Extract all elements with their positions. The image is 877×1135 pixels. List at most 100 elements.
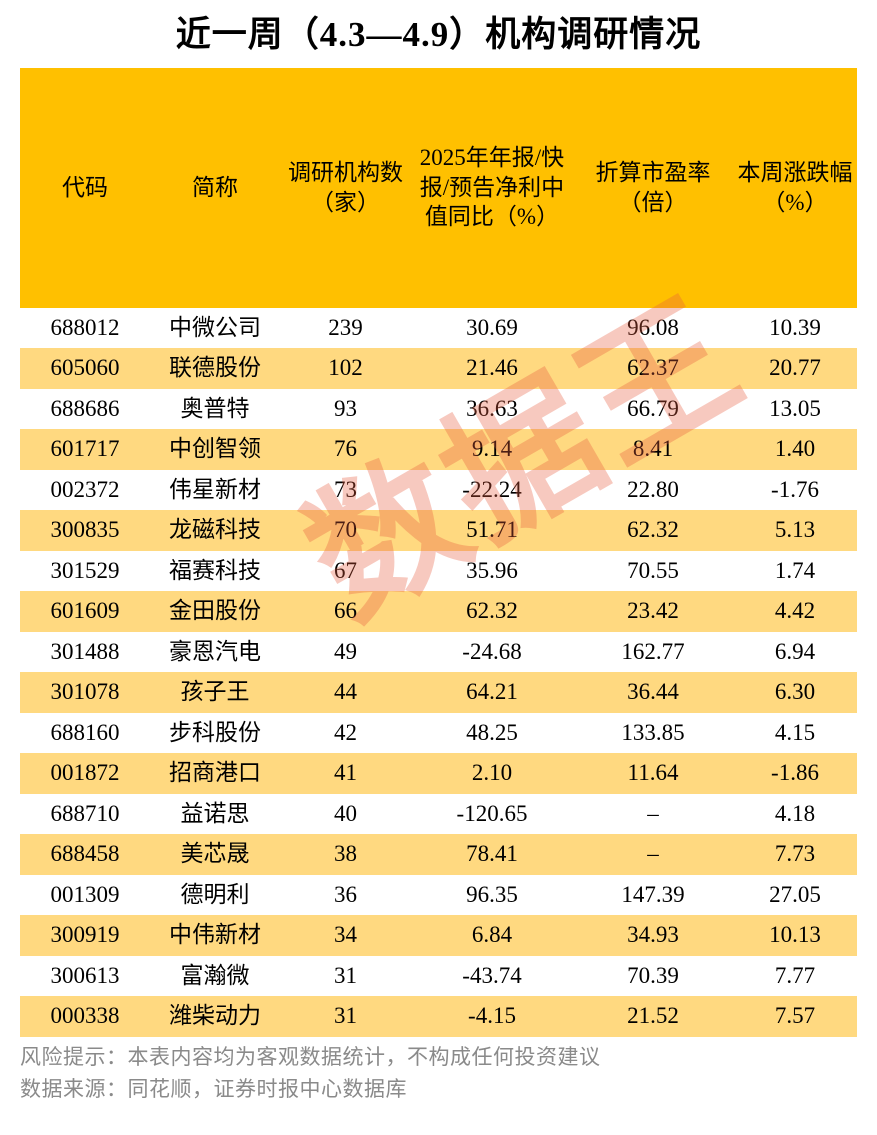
cell-profit-growth: -4.15: [411, 996, 573, 1037]
cell-name: 孩子王: [150, 672, 280, 713]
table-row: 601717 中创智领 76 9.14 8.41 1.40: [20, 429, 857, 470]
cell-pe-ratio: 21.52: [573, 996, 733, 1037]
cell-pe-ratio: 36.44: [573, 672, 733, 713]
cell-institution-count: 67: [280, 550, 411, 591]
cell-institution-count: 239: [280, 307, 411, 348]
cell-name: 联德股份: [150, 348, 280, 389]
column-header-code: 代码: [20, 67, 150, 308]
table-row: 688686 奥普特 93 36.63 66.79 13.05: [20, 388, 857, 429]
cell-name: 步科股份: [150, 712, 280, 753]
table-row: 301488 豪恩汽电 49 -24.68 162.77 6.94: [20, 631, 857, 672]
cell-code: 300613: [20, 955, 150, 996]
column-header-institution-count: 调研机构数（家）: [280, 67, 411, 308]
table-row: 000338 潍柴动力 31 -4.15 21.52 7.57: [20, 996, 857, 1037]
cell-profit-growth: 78.41: [411, 834, 573, 875]
cell-weekly-change: 7.57: [733, 996, 857, 1037]
cell-pe-ratio: 22.80: [573, 469, 733, 510]
cell-profit-growth: 35.96: [411, 550, 573, 591]
cell-profit-growth: 9.14: [411, 429, 573, 470]
cell-weekly-change: 27.05: [733, 874, 857, 915]
cell-pe-ratio: 11.64: [573, 753, 733, 794]
cell-name: 美芯晟: [150, 834, 280, 875]
cell-code: 605060: [20, 348, 150, 389]
cell-name: 金田股份: [150, 591, 280, 632]
cell-code: 688710: [20, 793, 150, 834]
cell-weekly-change: 1.74: [733, 550, 857, 591]
cell-pe-ratio: –: [573, 793, 733, 834]
cell-code: 301529: [20, 550, 150, 591]
cell-code: 601609: [20, 591, 150, 632]
cell-name: 招商港口: [150, 753, 280, 794]
cell-code: 688160: [20, 712, 150, 753]
table-row: 688012 中微公司 239 30.69 96.08 10.39: [20, 307, 857, 348]
cell-institution-count: 76: [280, 429, 411, 470]
cell-name: 奥普特: [150, 388, 280, 429]
table-head: 代码 简称 调研机构数（家） 2025年年报/快报/预告净利中值同比（%） 折算…: [20, 67, 857, 308]
cell-institution-count: 49: [280, 631, 411, 672]
cell-weekly-change: -1.86: [733, 753, 857, 794]
table-row: 300835 龙磁科技 70 51.71 62.32 5.13: [20, 510, 857, 551]
cell-profit-growth: -24.68: [411, 631, 573, 672]
cell-weekly-change: 4.18: [733, 793, 857, 834]
cell-code: 001309: [20, 874, 150, 915]
cell-name: 德明利: [150, 874, 280, 915]
source-note: 数据来源：同花顺，证券时报中心数据库: [20, 1077, 407, 1102]
column-header-profit-growth: 2025年年报/快报/预告净利中值同比（%）: [411, 67, 573, 308]
cell-profit-growth: -120.65: [411, 793, 573, 834]
cell-profit-growth: 96.35: [411, 874, 573, 915]
cell-institution-count: 31: [280, 996, 411, 1037]
cell-profit-growth: 36.63: [411, 388, 573, 429]
table-row: 300613 富瀚微 31 -43.74 70.39 7.77: [20, 955, 857, 996]
cell-institution-count: 38: [280, 834, 411, 875]
cell-name: 中创智领: [150, 429, 280, 470]
cell-name: 豪恩汽电: [150, 631, 280, 672]
cell-name: 中微公司: [150, 307, 280, 348]
cell-weekly-change: 6.30: [733, 672, 857, 713]
cell-institution-count: 31: [280, 955, 411, 996]
cell-profit-growth: 6.84: [411, 915, 573, 956]
cell-name: 福赛科技: [150, 550, 280, 591]
table-row: 300919 中伟新材 34 6.84 34.93 10.13: [20, 915, 857, 956]
table-row: 001872 招商港口 41 2.10 11.64 -1.86: [20, 753, 857, 794]
cell-profit-growth: -22.24: [411, 469, 573, 510]
cell-pe-ratio: 66.79: [573, 388, 733, 429]
cell-weekly-change: 6.94: [733, 631, 857, 672]
cell-institution-count: 70: [280, 510, 411, 551]
cell-name: 益诺思: [150, 793, 280, 834]
cell-pe-ratio: 62.32: [573, 510, 733, 551]
cell-pe-ratio: 23.42: [573, 591, 733, 632]
cell-weekly-change: 4.42: [733, 591, 857, 632]
cell-code: 688012: [20, 307, 150, 348]
cell-pe-ratio: 147.39: [573, 874, 733, 915]
cell-institution-count: 36: [280, 874, 411, 915]
cell-profit-growth: 62.32: [411, 591, 573, 632]
cell-profit-growth: 48.25: [411, 712, 573, 753]
cell-pe-ratio: 96.08: [573, 307, 733, 348]
cell-institution-count: 40: [280, 793, 411, 834]
cell-code: 688458: [20, 834, 150, 875]
cell-pe-ratio: 62.37: [573, 348, 733, 389]
cell-profit-growth: -43.74: [411, 955, 573, 996]
cell-name: 潍柴动力: [150, 996, 280, 1037]
cell-name: 伟星新材: [150, 469, 280, 510]
cell-weekly-change: 7.73: [733, 834, 857, 875]
research-table: 代码 简称 调研机构数（家） 2025年年报/快报/预告净利中值同比（%） 折算…: [20, 67, 857, 1037]
cell-profit-growth: 64.21: [411, 672, 573, 713]
cell-pe-ratio: 70.55: [573, 550, 733, 591]
cell-pe-ratio: 34.93: [573, 915, 733, 956]
table-row: 001309 德明利 36 96.35 147.39 27.05: [20, 874, 857, 915]
cell-profit-growth: 2.10: [411, 753, 573, 794]
column-header-weekly-change: 本周涨跌幅（%）: [733, 67, 857, 308]
column-header-pe-ratio: 折算市盈率（倍）: [573, 67, 733, 308]
cell-name: 中伟新材: [150, 915, 280, 956]
cell-code: 000338: [20, 996, 150, 1037]
table-header-row: 代码 简称 调研机构数（家） 2025年年报/快报/预告净利中值同比（%） 折算…: [20, 67, 857, 308]
cell-profit-growth: 21.46: [411, 348, 573, 389]
cell-weekly-change: 13.05: [733, 388, 857, 429]
cell-institution-count: 66: [280, 591, 411, 632]
cell-name: 龙磁科技: [150, 510, 280, 551]
cell-weekly-change: 4.15: [733, 712, 857, 753]
table-row: 688710 益诺思 40 -120.65–4.18: [20, 793, 857, 834]
table-row: 601609 金田股份 66 62.32 23.42 4.42: [20, 591, 857, 632]
